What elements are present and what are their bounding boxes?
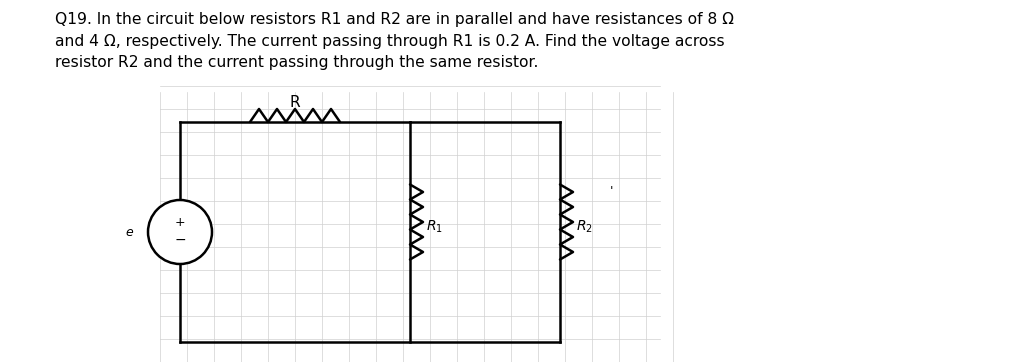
Text: Q19. In the circuit below resistors R1 and R2 are in parallel and have resistanc: Q19. In the circuit below resistors R1 a…: [55, 12, 734, 70]
Text: +: +: [175, 216, 185, 230]
Text: R: R: [290, 95, 300, 110]
Text: $R_2$: $R_2$: [575, 219, 593, 235]
Ellipse shape: [148, 200, 212, 264]
Text: ': ': [610, 185, 613, 198]
Text: e: e: [125, 226, 133, 239]
Text: $R_1$: $R_1$: [426, 219, 443, 235]
Text: −: −: [174, 233, 185, 247]
